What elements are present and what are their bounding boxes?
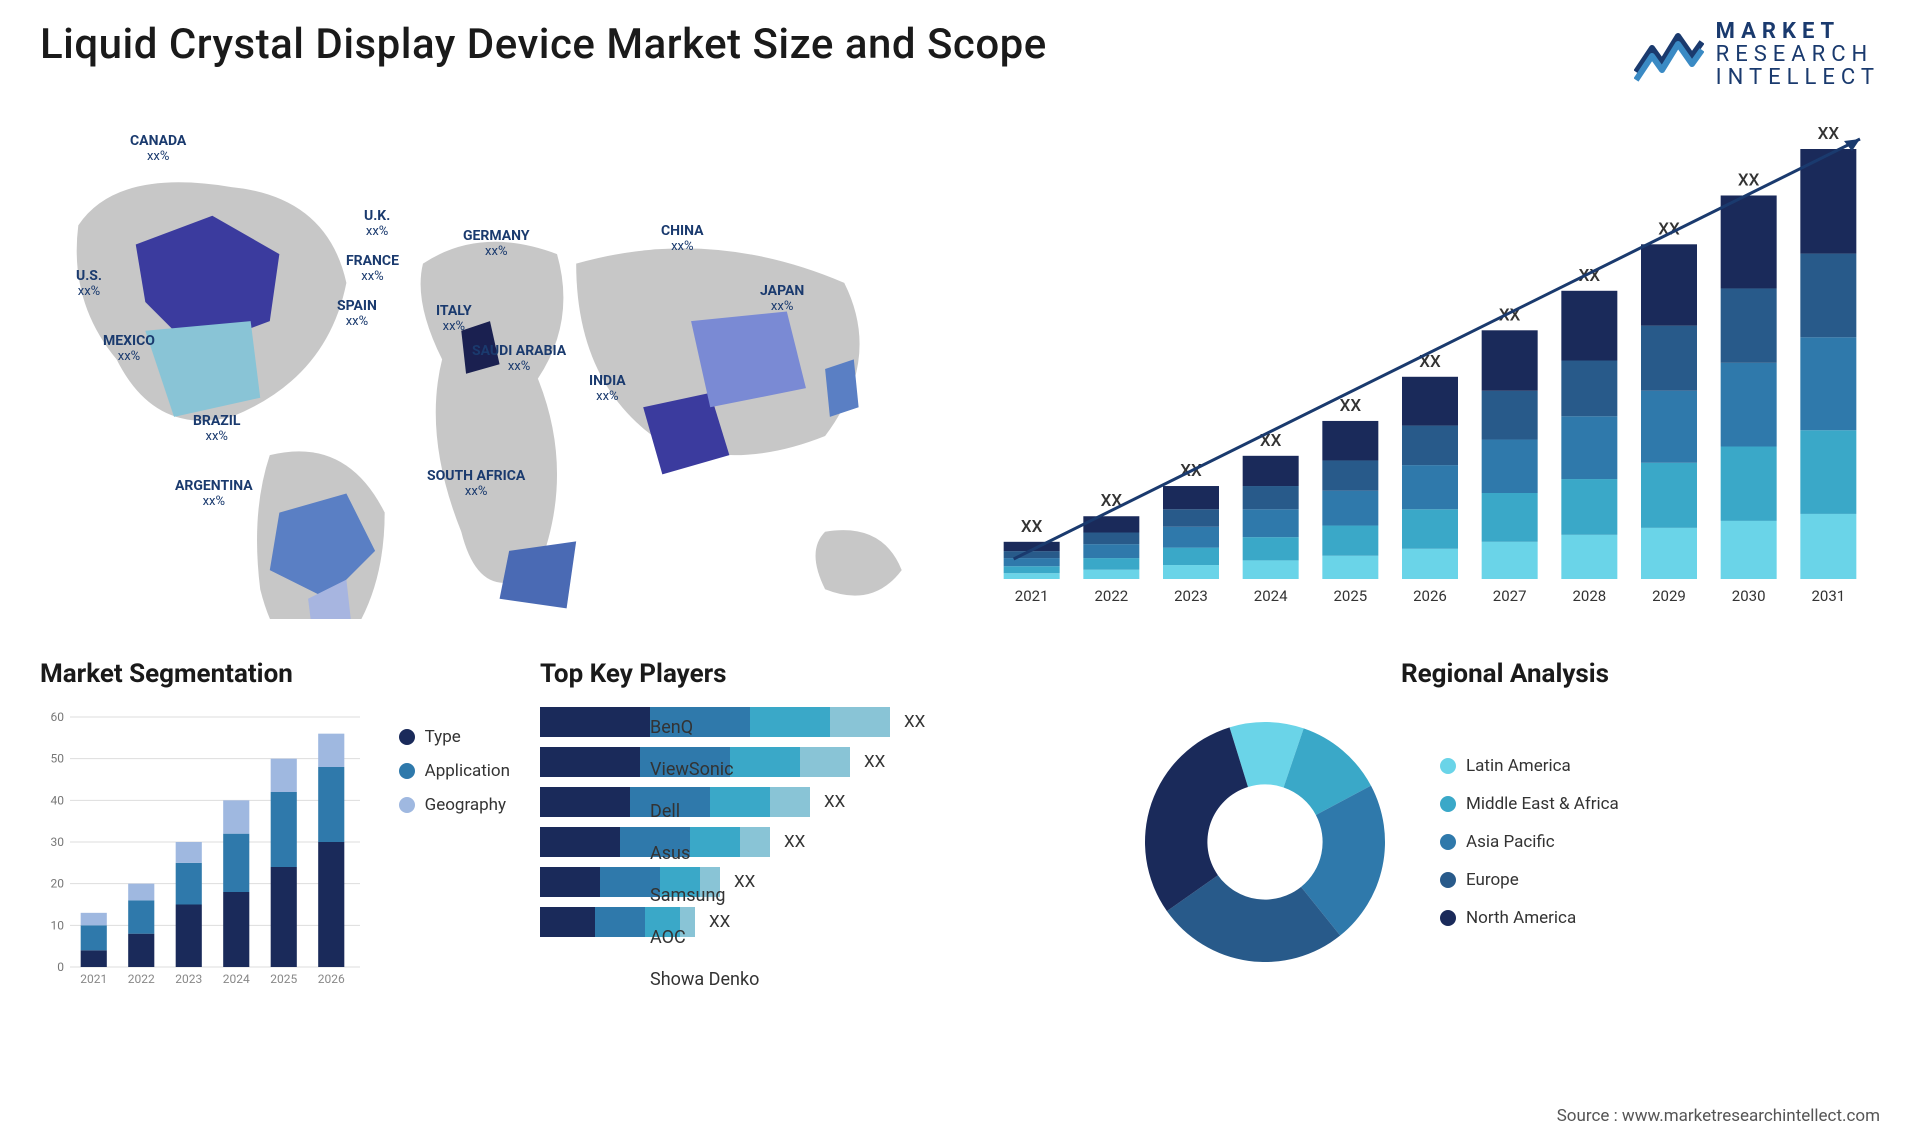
svg-text:2026: 2026 (318, 972, 345, 986)
svg-text:20: 20 (51, 877, 65, 891)
map-label-south-africa: SOUTH AFRICAxx% (427, 469, 525, 499)
source-attribution: Source : www.marketresearchintellect.com (1557, 1106, 1880, 1126)
segmentation-chart: 0 10 20 30 40 50 60 2021 2022 2023 2024 2025 2026 (40, 707, 379, 1001)
region-legend-asia-pacific: Asia Pacific (1440, 832, 1619, 852)
player-name-samsung: Samsung (650, 875, 759, 916)
region-legend-latin-america: Latin America (1440, 756, 1619, 776)
player-bar-row: XX (540, 707, 1100, 737)
svg-text:0: 0 (57, 960, 64, 974)
map-label-germany: GERMANYxx% (463, 229, 530, 259)
player-bar-row: XX (540, 827, 1100, 857)
regional-donut (1130, 707, 1400, 977)
svg-text:XX: XX (1340, 396, 1362, 416)
svg-text:2026: 2026 (1413, 587, 1447, 605)
svg-text:60: 60 (51, 710, 65, 724)
page-title: Liquid Crystal Display Device Market Siz… (40, 20, 1047, 69)
svg-text:40: 40 (51, 794, 65, 808)
svg-text:2029: 2029 (1652, 587, 1686, 605)
map-label-japan: JAPANxx% (760, 284, 804, 314)
logo-text-1: MARKET (1716, 20, 1880, 43)
map-label-brazil: BRAZILxx% (193, 414, 240, 444)
svg-text:2025: 2025 (1333, 587, 1367, 605)
map-label-u-k-: U.K.xx% (364, 209, 390, 239)
map-label-china: CHINAxx% (661, 224, 704, 254)
svg-text:XX: XX (1021, 517, 1043, 537)
svg-text:2021: 2021 (1015, 587, 1049, 605)
player-name-dell: Dell (650, 791, 759, 832)
svg-text:2025: 2025 (270, 972, 297, 986)
svg-text:2021: 2021 (80, 972, 107, 986)
svg-text:2022: 2022 (1094, 587, 1128, 605)
map-label-italy: ITALYxx% (436, 304, 472, 334)
svg-text:2028: 2028 (1572, 587, 1606, 605)
player-name-viewsonic: ViewSonic (650, 749, 759, 790)
logo-icon (1634, 28, 1704, 82)
svg-text:2024: 2024 (223, 972, 250, 986)
map-label-canada: CANADAxx% (130, 134, 186, 164)
map-label-argentina: ARGENTINAxx% (175, 479, 253, 509)
players-title: Top Key Players (540, 659, 1100, 689)
regional-title: Regional Analysis (1130, 659, 1880, 689)
svg-text:2030: 2030 (1732, 587, 1766, 605)
region-legend-europe: Europe (1440, 870, 1619, 890)
player-name-showa-denko: Showa Denko (650, 959, 759, 1000)
svg-text:2023: 2023 (175, 972, 202, 986)
map-label-france: FRANCExx% (346, 254, 399, 284)
map-label-saudi-arabia: SAUDI ARABIAxx% (472, 344, 566, 374)
svg-text:2031: 2031 (1811, 587, 1845, 605)
seg-legend-type: Type (399, 727, 510, 747)
players-name-list: BenQViewSonicDellAsusSamsungAOCShowa Den… (650, 707, 759, 1000)
region-legend-north-america: North America (1440, 908, 1619, 928)
player-bar-row: XX (540, 867, 1100, 897)
segmentation-legend: Type Application Geography (399, 727, 510, 1001)
regional-legend: Latin America Middle East & Africa Asia Pa… (1440, 756, 1619, 928)
hero-bar-chart: XX2021XX2022XX2023XX2024XX2025XX2026XX20… (980, 119, 1880, 619)
svg-text:2022: 2022 (128, 972, 155, 986)
svg-text:30: 30 (51, 835, 65, 849)
svg-text:XX: XX (1818, 124, 1840, 144)
players-bar-chart: XX XX XX XX XX XX (540, 707, 1100, 937)
segmentation-title: Market Segmentation (40, 659, 510, 689)
seg-legend-application: Application (399, 761, 510, 781)
player-bar-row: XX (540, 747, 1100, 777)
svg-text:50: 50 (51, 752, 65, 766)
svg-text:2023: 2023 (1174, 587, 1208, 605)
player-bar-row: XX (540, 907, 1100, 937)
map-label-india: INDIAxx% (589, 374, 626, 404)
player-name-benq: BenQ (650, 707, 759, 748)
player-bar-row: XX (540, 787, 1100, 817)
logo-text-2: RESEARCH (1716, 43, 1880, 66)
region-legend-middle-east-africa: Middle East & Africa (1440, 794, 1619, 814)
svg-text:2024: 2024 (1254, 587, 1288, 605)
svg-text:2027: 2027 (1493, 587, 1527, 605)
brand-logo: MARKET RESEARCH INTELLECT (1634, 20, 1880, 89)
seg-legend-geography: Geography (399, 795, 510, 815)
player-name-aoc: AOC (650, 917, 759, 958)
svg-text:10: 10 (51, 919, 65, 933)
map-label-mexico: MEXICOxx% (103, 334, 155, 364)
map-label-u-s-: U.S.xx% (76, 269, 102, 299)
player-name-asus: Asus (650, 833, 759, 874)
svg-text:XX: XX (1738, 171, 1760, 191)
world-map: CANADAxx% U.S.xx% MEXICOxx% BRAZILxx% ARGENT… (40, 119, 940, 619)
logo-text-3: INTELLECT (1716, 66, 1880, 89)
map-label-spain: SPAINxx% (337, 299, 377, 329)
